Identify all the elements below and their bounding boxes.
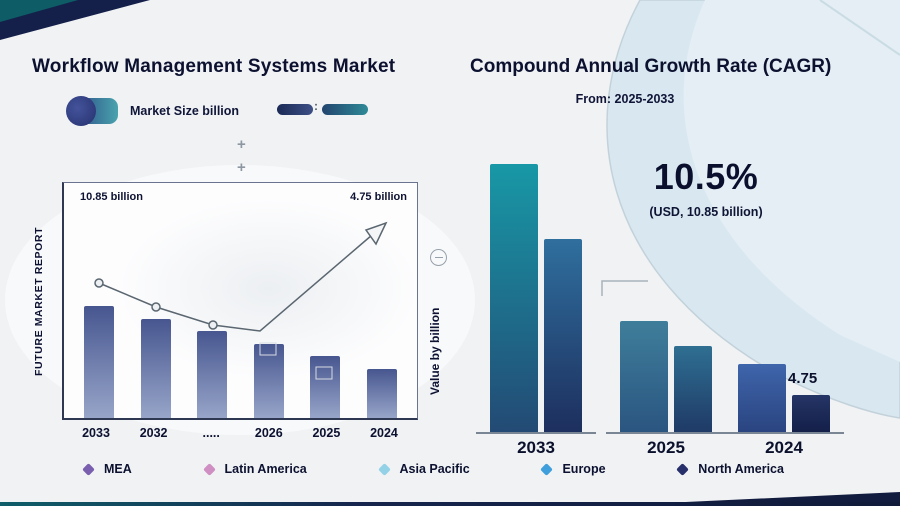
minus-line (434, 256, 443, 259)
legend-marker-icon (82, 462, 95, 476)
legend-marker-icon (676, 462, 690, 476)
ghost-square-decoration (259, 342, 277, 356)
ghost-square-decoration (315, 366, 333, 380)
trend-marker (94, 278, 104, 288)
cagr-bar (620, 321, 668, 432)
legend-item: MEA (82, 462, 132, 476)
cagr-bar (490, 164, 538, 432)
swoosh-inner-shape (683, 0, 900, 362)
left-chart-title: Workflow Management Systems Market (32, 56, 396, 77)
market-bar (366, 369, 397, 418)
cagr-bar (674, 346, 712, 432)
region-legend: MEA Latin America Asia Pacific Europe North … (82, 462, 784, 476)
bottom-accent-bar (0, 502, 900, 506)
legend-item: North America (676, 462, 784, 476)
cagr-year-label: 2033 (517, 438, 555, 457)
right-chart-subtitle: From: 2025-2033 (575, 92, 675, 106)
cagr-annotation: 4.75 (788, 370, 818, 387)
legend-item: Latin America (202, 462, 307, 476)
legend-marker-icon (377, 462, 391, 476)
cagr-year-label: 2025 (647, 438, 685, 457)
market-size-legend: Market Size billion (66, 96, 239, 126)
plus-icon: + (237, 136, 246, 153)
x-axis-label: 2033 (82, 426, 110, 440)
cagr-stat: 10.5% (USD, 10.85 billion) (586, 156, 826, 219)
legend-item: Asia Pacific (377, 462, 470, 476)
x-axis-label: 2032 (139, 426, 168, 440)
teal-corner-wedge (0, 0, 78, 22)
legend-label: North America (698, 462, 784, 476)
x-axis-label: ..... (202, 426, 220, 440)
right-chart-title: Compound Annual Growth Rate (CAGR) (470, 56, 832, 77)
market-bar (140, 319, 171, 418)
x-axis-label: 2026 (254, 426, 283, 440)
decor-pill-teal (322, 104, 368, 115)
cagr-group: 2033 (476, 164, 596, 458)
legend-marker-icon (202, 462, 216, 476)
market-bar (84, 306, 114, 418)
x-axis-label: 2025 (312, 426, 341, 440)
legend-item: Europe (540, 462, 606, 476)
legend-label: MEA (104, 462, 132, 476)
cagr-group: 2024 (724, 364, 844, 458)
market-bars (64, 183, 417, 418)
left-chart-y-axis-label: FUTURE MARKET REPORT (33, 226, 45, 376)
colon-separator: : (314, 99, 318, 113)
market-annotation-left: 10.85 billion (80, 191, 143, 203)
trend-marker (151, 302, 161, 312)
decor-pill-dark (277, 104, 313, 115)
corner-line (819, 0, 900, 56)
trend-polyline (98, 234, 373, 332)
trend-marker (208, 320, 218, 330)
cagr-year-label: 2024 (765, 438, 803, 457)
cagr-group: 2025 (606, 321, 726, 458)
market-annotation-right: 4.75 billion (350, 191, 407, 203)
market-bar (253, 344, 284, 418)
legend-label: Europe (562, 462, 606, 476)
market-x-labels: 2033 2032..... 2026 2025 2024 (62, 426, 418, 440)
cagr-bar (792, 395, 830, 432)
cagr-stat-caption: (USD, 10.85 billion) (649, 205, 763, 219)
market-bar (310, 356, 341, 418)
right-chart-y-axis-label: Value by billion (428, 307, 442, 395)
plus-icon: + (237, 159, 246, 176)
legend-label: Latin America (224, 462, 307, 476)
market-bar (197, 331, 228, 418)
arrow-head-icon (364, 221, 388, 246)
cagr-bar (738, 364, 786, 432)
legend-label: Asia Pacific (399, 462, 470, 476)
x-axis-label: 2024 (370, 426, 398, 440)
legend-marker-icon (540, 462, 554, 476)
market-size-legend-icon (66, 96, 118, 126)
market-size-legend-label: Market Size billion (130, 104, 240, 118)
market-chart-panel: 10.85 billion 4.75 billion (62, 182, 418, 420)
circle-shape (66, 96, 96, 126)
cagr-groups: 2033 2025 2024 (470, 162, 882, 458)
cagr-bar (544, 239, 582, 432)
trend-line (94, 221, 388, 380)
step-bracket-decoration (601, 280, 648, 296)
cagr-stat-value: 10.5% (653, 156, 759, 197)
circle-minus-icon (430, 249, 447, 266)
